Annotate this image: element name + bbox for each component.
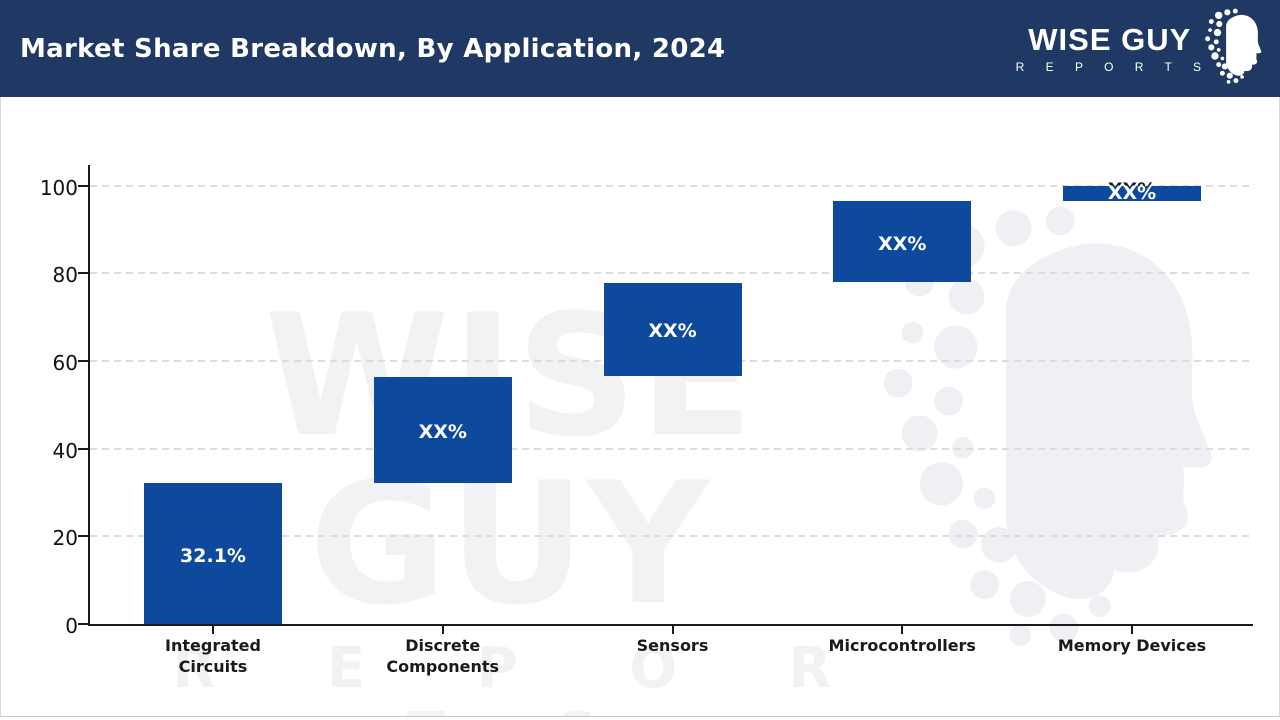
gridline — [90, 447, 1253, 450]
bar-value-label: XX% — [878, 232, 927, 255]
header-bar: Market Share Breakdown, By Application, … — [0, 0, 1280, 97]
logo-reports-label: R E P O R T S — [1015, 60, 1210, 74]
x-category-label: Memory Devices — [1057, 636, 1207, 655]
x-category-label: Discrete Components — [386, 636, 500, 676]
x-axis-tick — [671, 626, 674, 634]
gridline — [90, 272, 1253, 275]
y-axis-tick-label: 20 — [52, 526, 78, 551]
y-axis-tick — [78, 535, 88, 538]
y-axis-tick-label: 0 — [65, 614, 78, 638]
bar-value-label: 32.1% — [180, 544, 246, 567]
chart-plot-area: 02040608010032.1%32.1%IntegratedCircuits… — [40, 165, 1253, 676]
logo-face-icon — [1205, 8, 1262, 84]
bar-1 — [144, 483, 282, 624]
y-axis-tick-label: 80 — [52, 263, 78, 288]
bar-3 — [603, 282, 742, 377]
x-category-label: Microcontrollers — [828, 636, 976, 655]
y-axis-tick — [78, 184, 88, 187]
bar-5 — [1063, 185, 1201, 202]
x-category-label: Integrated Circuits — [165, 636, 261, 676]
y-axis-tick — [78, 272, 88, 275]
page-title: Market Share Breakdown, By Application, … — [20, 33, 726, 64]
y-axis-tick — [78, 623, 88, 625]
y-axis-tick-label: 100 — [39, 175, 78, 200]
x-axis-tick — [1131, 626, 1133, 634]
x-axis-tick — [441, 626, 444, 634]
bar-2 — [373, 377, 512, 484]
bar-value-label: XX% — [1107, 181, 1157, 204]
gridline — [90, 535, 1253, 538]
logo-wiseguy-label: WISE GUY — [1028, 22, 1192, 57]
logo-text: WISE GUY R E P O R T S — [1010, 22, 1210, 74]
bar-value-label: XX% — [648, 320, 697, 343]
gridline — [90, 184, 1253, 187]
wise-guy-logo: WISE GUY R E P O R T S — [1010, 8, 1262, 88]
x-axis-tick — [901, 626, 904, 634]
x-category-label: Sensors — [636, 636, 709, 655]
bar-value-label: XX% — [418, 421, 467, 444]
x-axis-tick — [212, 626, 214, 634]
y-axis-tick — [78, 447, 88, 450]
y-axis-tick — [78, 360, 88, 363]
y-axis-tick-label: 40 — [52, 438, 78, 463]
y-axis-tick-label: 60 — [52, 351, 78, 375]
